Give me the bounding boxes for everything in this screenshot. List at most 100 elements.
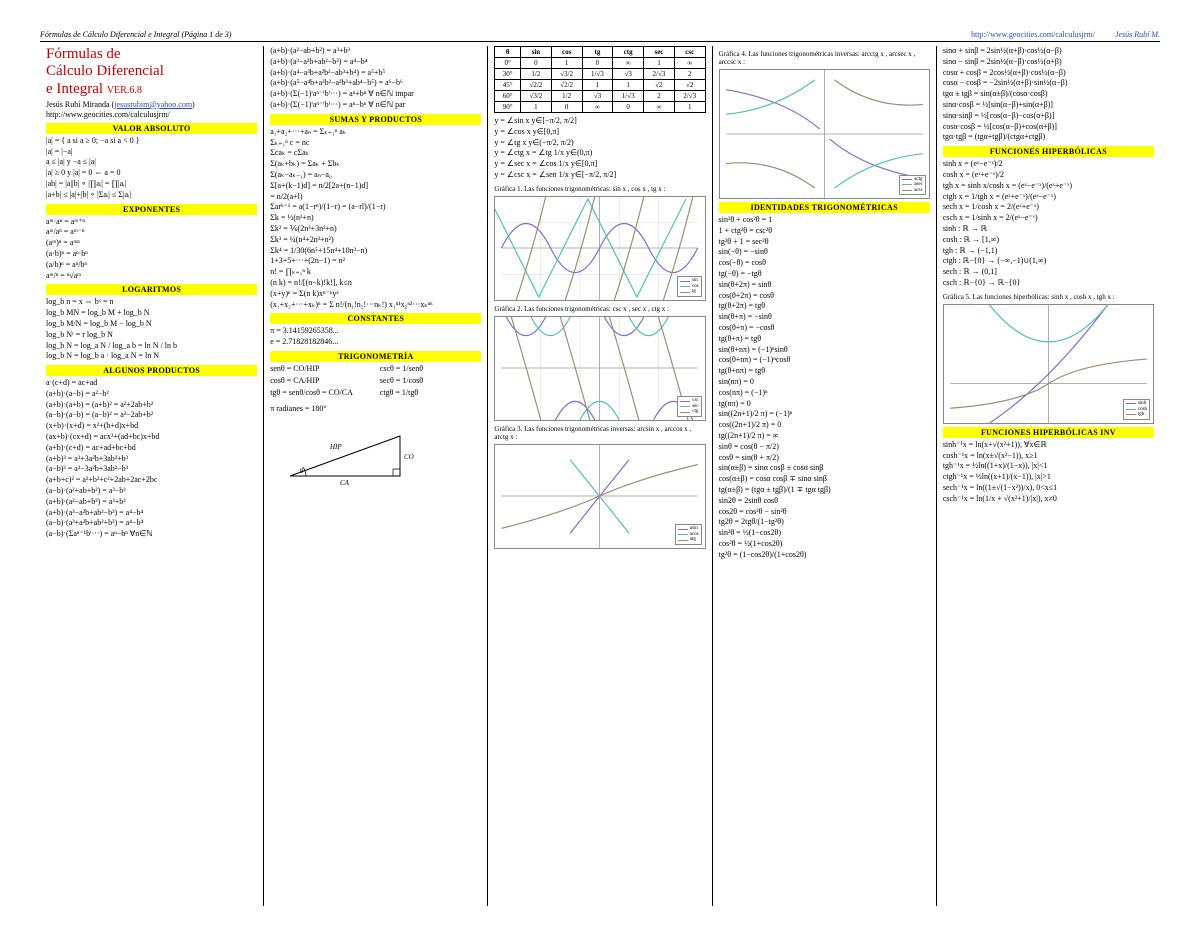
trig-th: tg xyxy=(582,47,613,58)
formula-line: 1+3+5+···+(2n−1) = n² xyxy=(270,256,481,267)
formula-line: (a−b)·(Σaⁿ⁻¹bⁱ···) = aⁿ−bⁿ ∀n∈ℕ xyxy=(46,529,257,540)
table-row: 60°√3/21/2√31/√322/√3 xyxy=(495,91,705,102)
page-header: Fórmulas de Cálculo Diferencial e Integr… xyxy=(40,30,1160,42)
formula-line: sech x = 1/cosh x = 2/(eˣ+e⁻ˣ) xyxy=(943,202,1154,213)
caption-5: Gráfica 5. Las funciones hiperbólicas: s… xyxy=(943,293,1154,301)
formula-line: cos(α±β) = cosα cosβ ∓ sinα sinβ xyxy=(719,474,930,485)
table-row: 45°√2/2√2/211√2√2 xyxy=(495,80,705,91)
column-2: (a+b)·(a²−ab+b²) = a³+b³(a+b)·(a³−a²b+ab… xyxy=(264,46,488,906)
formula-line: (a·b)ⁿ = aⁿ·bⁿ xyxy=(46,249,257,260)
const-block: π = 3.14159265358...e = 2.71828182846... xyxy=(270,326,481,348)
formula-line: cos²θ = ½(1+cos2θ) xyxy=(719,539,930,550)
formula-line: (aᵐ)ⁿ = aᵐⁿ xyxy=(46,238,257,249)
formula-line: sin(θ+nπ) = (−1)ⁿsinθ xyxy=(719,345,930,356)
formula-line: sin(α±β) = sinα cosβ ± cosα sinβ xyxy=(719,463,930,474)
formula-line: aᵐ/aⁿ = aᵐ⁻ⁿ xyxy=(46,227,257,238)
formula-line: tg(−θ) = −tgθ xyxy=(719,269,930,280)
formula-line: sin(θ+2π) = sinθ xyxy=(719,280,930,291)
formula-line: Σ(aₖ+bₖ) = Σaₖ + Σbₖ xyxy=(270,159,481,170)
formula-line: (x+b)·(x+d) = x²+(b+d)x+bd xyxy=(46,421,257,432)
formula-line: (a+b)·(a³−a²b+ab²−b³) = a⁴−b⁴ xyxy=(270,57,481,68)
formula-line: sinh x = (eˣ−e⁻ˣ)/2 xyxy=(943,159,1154,170)
formula-line: cosh⁻¹x = ln(x±√(x²−1)), x≥1 xyxy=(943,451,1154,462)
formula-line: y = ∠sin x y∈[−π/2, π/2] xyxy=(494,116,705,127)
formula-line: ctgh⁻¹x = ½ln((x+1)/(x−1)), |x|>1 xyxy=(943,472,1154,483)
formula-line: (a+b)·(a⁵−a⁴b+a³b²−a²b³+ab⁴−b⁵) = a⁶−b⁶ xyxy=(270,78,481,89)
formula-line: cosα·cosβ = ½[cos(α−β)+cos(α+β)] xyxy=(943,122,1154,133)
formula-line: sinα·cosβ = ½[sin(α−β)+sin(α+β)] xyxy=(943,100,1154,111)
formula-line: (n k) = n!/[(n−k)!k!], k≤n xyxy=(270,278,481,289)
formula-line: (a+b)·(a−b) = a²−b² xyxy=(46,389,257,400)
formula-line: cosα + cosβ = 2cos½(α+β)·cos½(α−β) xyxy=(943,68,1154,79)
formula-line: log_b N = log_b a · log_a N = ln N xyxy=(46,351,257,362)
column-4: Gráfica 4. Las funciones trigonométricas… xyxy=(713,46,937,906)
chart-trig-3: asin acos atg xyxy=(494,444,705,549)
formula-line: log_b M/N = log_b M − log_b N xyxy=(46,319,257,330)
formula-line: csch x = 1/sinh x = 2/(eˣ−e⁻ˣ) xyxy=(943,213,1154,224)
formula-line: (a+b)³ = a³+3a²b+3ab²+b³ xyxy=(46,454,257,465)
log-block: log_b n = x ⇔ bˣ = nlog_b MN = log_b M +… xyxy=(46,297,257,362)
formula-line: cos2θ = cos²θ − sin²θ xyxy=(719,507,930,518)
formula-line: tg(α±β) = (tgα ± tgβ)/(1 ∓ tgα tgβ) xyxy=(719,485,930,496)
formula-line: sinα·sinβ = ½[cos(α−β)−cos(α+β)] xyxy=(943,111,1154,122)
formula-line: (a−b)·(a−b) = (a−b)² = a²−2ab+b² xyxy=(46,410,257,421)
formula-line: a₁+a₂+···+aₙ = Σₖ₌₁ⁿ aₖ xyxy=(270,127,481,138)
header-author: Jesús Rubí M. xyxy=(1115,30,1160,39)
formula-line: (a−b)·(a³+a²b+ab²+b³) = a⁴−b⁴ xyxy=(46,518,257,529)
formula-line: sin(θ+π) = −sinθ xyxy=(719,312,930,323)
hdr-identidades: IDENTIDADES TRIGONOMÉTRICAS xyxy=(719,202,930,213)
formula-line: Σₖ₌₁ⁿ c = nc xyxy=(270,138,481,149)
formula-line: sin²θ + cos²θ = 1 xyxy=(719,215,930,226)
formula-line: Σk = ½(n²+n) xyxy=(270,213,481,224)
hdr-hiper-inv: FUNCIONES HIPERBÓLICAS INV xyxy=(943,427,1154,438)
hdr-logaritmos: LOGARITMOS xyxy=(46,284,257,295)
formula-line: log_b n = x ⇔ bˣ = n xyxy=(46,297,257,308)
formula-line: e = 2.71828182846... xyxy=(270,337,481,348)
chart-hiper: sinh cosh tgh xyxy=(943,304,1154,424)
formula-line: csch⁻¹x = ln(1/x + √(x²+1)/|x|), x≠0 xyxy=(943,494,1154,505)
formula-line: sinh⁻¹x = ln(x+√(x²+1)), ∀x∈ℝ xyxy=(943,440,1154,451)
chart-trig-2: csc sec ctg xyxy=(494,316,705,421)
prod-block: a·(c+d) = ac+ad(a+b)·(a−b) = a²−b²(a+b)·… xyxy=(46,378,257,540)
prod-cont-block: (a+b)·(a²−ab+b²) = a³+b³(a+b)·(a³−a²b+ab… xyxy=(270,46,481,111)
trig-th: sin xyxy=(521,47,552,58)
radianes: π radianes = 180° xyxy=(270,404,481,415)
formula-line: a·(c+d) = ac+ad xyxy=(46,378,257,389)
main-title-1: Fórmulas de xyxy=(46,46,257,63)
formula-line: (a−b)·(a²+ab+b²) = a³−b³ xyxy=(46,486,257,497)
formula-line: tg(θ+2π) = tgθ xyxy=(719,301,930,312)
formula-line: sin²θ = ½(1−cos2θ) xyxy=(719,528,930,539)
formula-line: (x₁+x₂+···+xₖ)ⁿ = Σ n!/(n₁!n₂!···nₖ!) x₁… xyxy=(270,300,481,311)
formula-line: sin(−θ) = −sinθ xyxy=(719,247,930,258)
trig-defs: senθ = CO/HIP cscθ = 1/senθ cosθ = CA/HI… xyxy=(270,364,481,398)
author-line: Jesús Rubí Miranda (jesusrubim@yahoo.com… xyxy=(46,100,257,109)
formula-line: |a| ≥ 0 y |a| = 0 ⇔ a = 0 xyxy=(46,168,257,179)
formula-line: tg(nπ) = 0 xyxy=(719,399,930,410)
author-email-link[interactable]: jesusrubim@yahoo.com xyxy=(114,100,192,109)
formula-line: cos(θ+2π) = cosθ xyxy=(719,291,930,302)
formula-line: aᵐ·aⁿ = aᵐ⁺ⁿ xyxy=(46,217,257,228)
formula-line: sinθ = cos(θ − π/2) xyxy=(719,442,930,453)
caption-3: Gráfica 3. Las funciones trigonométricas… xyxy=(494,425,705,441)
formula-line: csch : ℝ−{0} → ℝ−{0} xyxy=(943,278,1154,289)
trig-th: sec xyxy=(644,47,675,58)
page: Fórmulas de Cálculo Diferencial e Integr… xyxy=(0,0,1200,927)
formula-line: log_b MN = log_b M + log_b N xyxy=(46,308,257,319)
table-row: 30°1/2√3/21/√3√32/√32 xyxy=(495,69,705,80)
formula-line: |a| = |−a| xyxy=(46,147,257,158)
formula-line: cosθ = sin(θ + π/2) xyxy=(719,453,930,464)
caption-1: Gráfica 1. Las funciones trigonométricas… xyxy=(494,185,705,193)
formula-line: tgα·tgβ = (tgα+tgβ)/(ctgα+ctgβ) xyxy=(943,132,1154,143)
formula-line: (a+b)·(a+b) = (a+b)² = a²+2ab+b² xyxy=(46,400,257,411)
trig-values-table: θsincostgctgseccsc 0°010∞1∞30°1/2√3/21/√… xyxy=(494,46,705,113)
formula-line: log_b N = log_a N / log_a b = ln N / ln … xyxy=(46,341,257,352)
formula-line: tg(θ+π) = tgθ xyxy=(719,334,930,345)
formula-line: sin((2n+1)/2 π) = (−1)ⁿ xyxy=(719,409,930,420)
legend-3: asin acos atg xyxy=(675,524,702,545)
formula-line: ctgh : ℝ−{0} → (−∞,−1)∪(1,∞) xyxy=(943,256,1154,267)
formula-line: a ≤ |a| y −a ≤ |a| xyxy=(46,157,257,168)
formula-line: (a+b)·(a²−ab+b²) = a³+b³ xyxy=(270,46,481,57)
formula-line: tg(θ+nπ) = tgθ xyxy=(719,366,930,377)
chart-trig-4: actg asec acsc xyxy=(719,69,930,199)
trig-th: csc xyxy=(674,47,705,58)
